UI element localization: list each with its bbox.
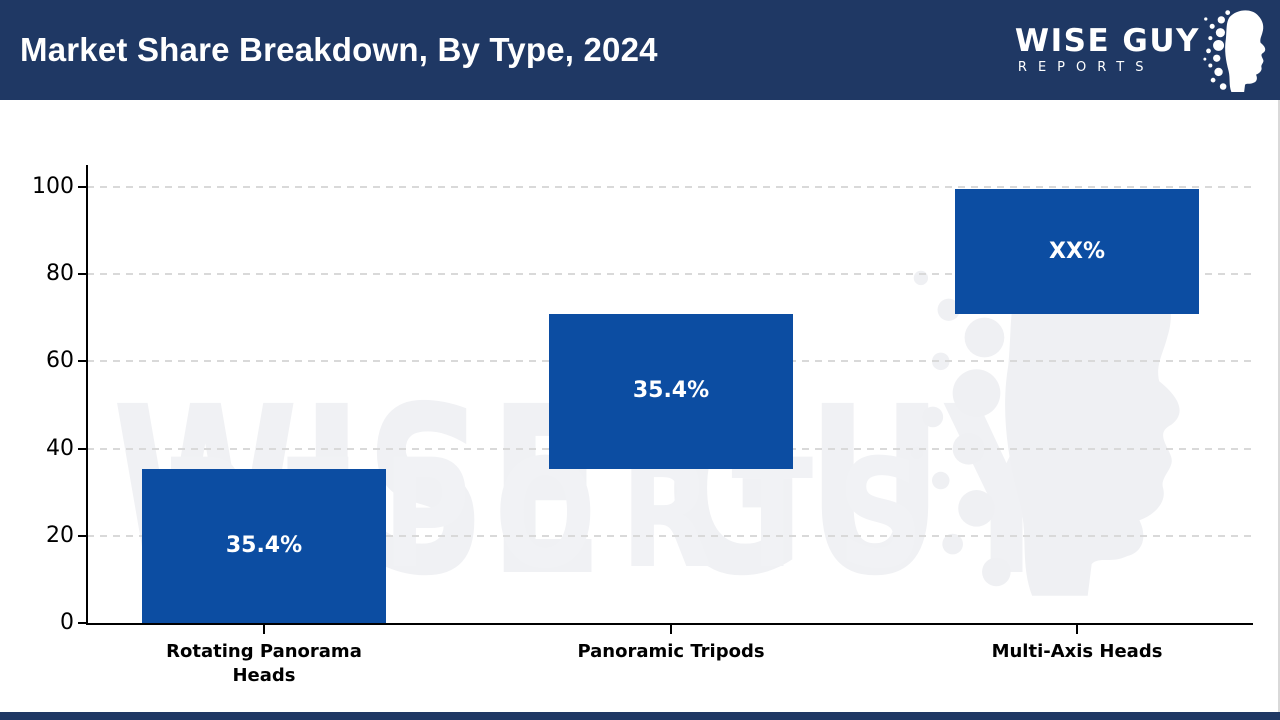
x-tick [1076,625,1078,634]
header: Market Share Breakdown, By Type, 2024 WI… [0,0,1280,100]
logo-face-icon [1203,10,1266,92]
y-tick [78,622,87,624]
logo-wordmark: WISE GUY [1014,23,1200,59]
y-tick [78,360,87,363]
gridline [87,186,1253,188]
x-axis-spine [86,623,1253,625]
logo-subtitle: REPORTS [1017,60,1155,75]
bar-segment [142,468,386,623]
y-tick-label: 60 [46,348,74,374]
logo-text: WISE GUY REPORTS [1014,23,1200,75]
right-edge-line [1278,100,1280,712]
bar-value-label: 35.4% [225,532,303,558]
y-tick [78,273,87,276]
x-tick [263,625,265,634]
gridline [87,273,1253,276]
x-category-label: Panoramic Tripods [577,641,765,662]
gridline [87,534,1253,537]
plot-area: 0 20 40 60 80 100 35.4% Rotating Panorama Heads… [0,100,1280,712]
y-tick [78,186,87,188]
x-category-label: Multi-Axis Heads [991,641,1163,662]
x-category-label: Rotating Panorama Heads [166,641,362,687]
y-tick-label: 40 [46,435,74,461]
page-title: Market Share Breakdown, By Type, 2024 [20,31,658,68]
y-tick-label: 100 [32,174,74,199]
y-tick-label: 80 [46,261,74,287]
y-tick [78,447,87,450]
bar-value-label: 35.4% [632,378,710,404]
y-tick-label: 0 [60,610,74,635]
y-axis-spine [86,165,88,625]
bar-value-label: XX% [1049,238,1105,264]
y-tick [78,534,87,537]
footer-bar [0,712,1280,720]
y-tick-label: 20 [46,522,74,548]
x-tick [670,625,672,634]
wise-guy-logo: WISE GUY REPORTS [1015,8,1268,92]
bar-segment [955,189,1199,315]
bar-segment [549,314,793,469]
bar-chart: WISE GUY REPORTS 0 20 40 60 80 100 35.4% Rotati… [0,100,1280,712]
